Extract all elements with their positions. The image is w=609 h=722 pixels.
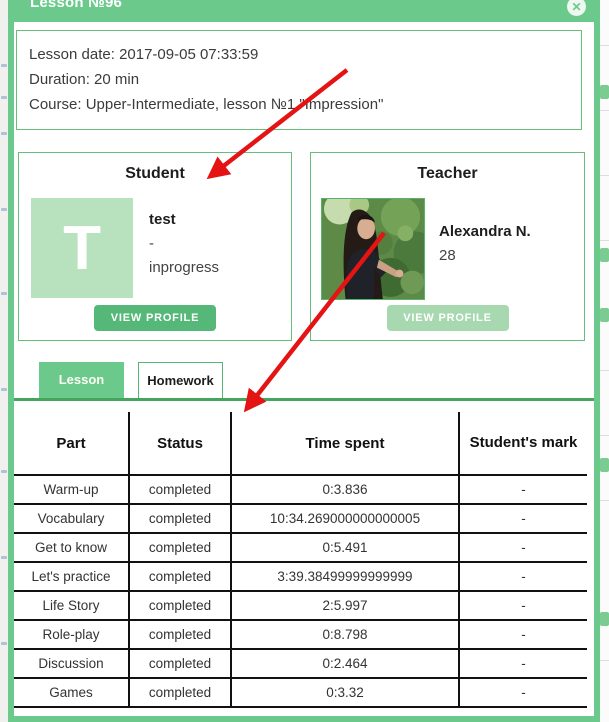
cell-students-mark: - [458,562,587,592]
modal-header: Lesson №96 ✕ [8,0,600,22]
cell-part: Life Story [14,591,129,621]
student-card-heading: Student [125,165,185,182]
table-row: Vocabulary completed 10:34.2690000000000… [14,504,587,534]
teacher-name: Alexandra N. [439,223,531,240]
cell-part: Get to know [14,533,129,563]
table-row: Warm-up completed 0:3.836 - [14,475,587,505]
cell-time-spent: 0:5.491 [230,533,459,563]
cell-students-mark: - [458,533,587,563]
cell-students-mark: - [458,649,587,679]
cell-status: completed [128,620,231,650]
cell-status: completed [128,475,231,505]
cell-students-mark: - [458,475,587,505]
cell-time-spent: 2:5.997 [230,591,459,621]
cell-time-spent: 0:2.464 [230,649,459,679]
background-page-left [0,0,8,722]
lesson-results-table: Part Status Time spent Student's mark Wa… [14,412,587,708]
duration-line: Duration: 20 min [29,71,140,88]
cell-part: Let's practice [14,562,129,592]
cell-time-spent: 0:3.836 [230,475,459,505]
cell-time-spent: 3:39.38499999999999 [230,562,459,592]
cell-students-mark: - [458,591,587,621]
lesson-date-line: Lesson date: 2017-09-05 07:33:59 [29,46,259,63]
cell-status: completed [128,649,231,679]
student-name: test [149,211,176,228]
cell-part: Discussion [14,649,129,679]
cell-part: Vocabulary [14,504,129,534]
teacher-view-profile-button[interactable]: VIEW PROFILE [386,305,509,331]
header-time-spent: Time spent [230,412,459,476]
student-avatar: T [31,198,133,298]
header-status: Status [128,412,231,476]
cell-status: completed [128,591,231,621]
cell-part: Games [14,678,129,708]
lesson-modal: Lesson №96 ✕ Lesson date: 2017-09-05 07:… [8,0,600,722]
cell-status: completed [128,504,231,534]
table-header-row: Part Status Time spent Student's mark [14,412,587,476]
cell-status: completed [128,562,231,592]
cell-students-mark: - [458,504,587,534]
student-card: Student T test - inprogress VIEW PROFILE [18,152,292,341]
table-row: Discussion completed 0:2.464 - [14,649,587,679]
table-row: Life Story completed 2:5.997 - [14,591,587,621]
student-status: inprogress [149,259,220,276]
table-row: Let's practice completed 3:39.3849999999… [14,562,587,592]
modal-content: Lesson date: 2017-09-05 07:33:59 Duratio… [14,22,594,708]
table-body: Warm-up completed 0:3.836 - Vocabulary c… [14,475,587,708]
teacher-photo [321,198,425,300]
table-row: Games completed 0:3.32 - [14,678,587,708]
tab-homework[interactable]: Homework [138,362,223,398]
cell-students-mark: - [458,620,587,650]
cell-status: completed [128,678,231,708]
tab-underline [14,398,594,401]
tab-lesson[interactable]: Lesson [39,362,124,398]
cell-students-mark: - [458,678,587,708]
cell-time-spent: 10:34.269000000000005 [230,504,459,534]
tab-bar: Lesson Homework [14,362,594,401]
cell-time-spent: 0:3.32 [230,678,459,708]
teacher-card-heading: Teacher [417,165,478,182]
header-part: Part [14,412,129,476]
cell-part: Warm-up [14,475,129,505]
teacher-card: Teacher [310,152,585,341]
table-row: Get to know completed 0:5.491 - [14,533,587,563]
lesson-info-box: Lesson date: 2017-09-05 07:33:59 Duratio… [16,30,582,130]
table-row: Role-play completed 0:8.798 - [14,620,587,650]
teacher-age: 28 [439,247,456,264]
close-icon[interactable]: ✕ [567,0,586,16]
header-students-mark: Student's mark [458,412,587,476]
participant-cards: Student T test - inprogress VIEW PROFILE… [14,152,594,341]
modal-title: Lesson №96 [30,0,123,11]
cell-time-spent: 0:8.798 [230,620,459,650]
cell-status: completed [128,533,231,563]
background-page-right [600,0,609,722]
student-level: - [149,235,154,252]
student-view-profile-button[interactable]: VIEW PROFILE [94,305,216,331]
course-line: Course: Upper-Intermediate, lesson №1 "I… [29,96,384,113]
cell-part: Role-play [14,620,129,650]
